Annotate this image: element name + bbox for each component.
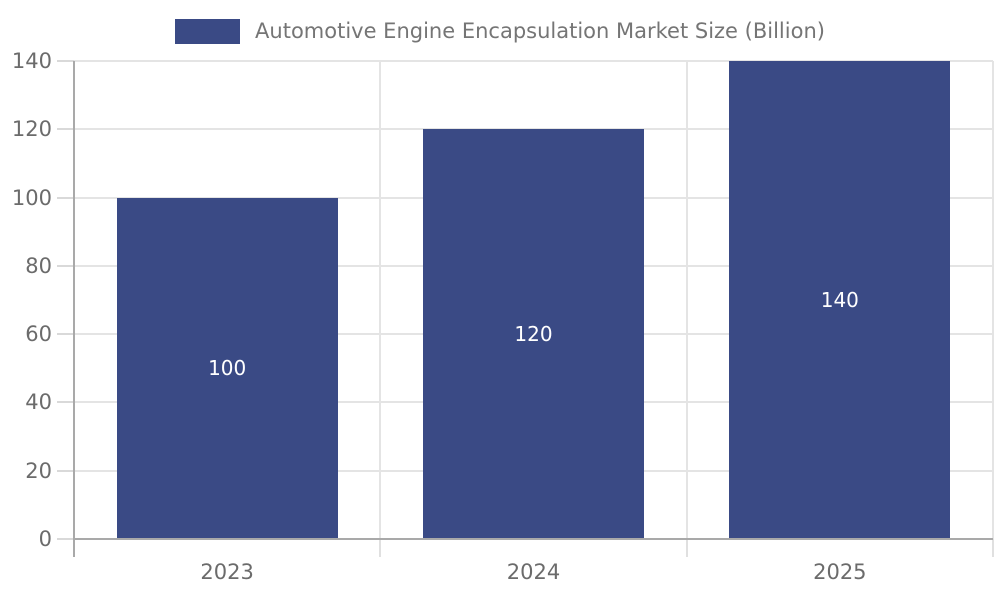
y-tick-mark (57, 128, 74, 131)
x-tick-mark (685, 539, 688, 557)
y-tick-label: 120 (11, 117, 52, 142)
y-tick-label: 100 (11, 185, 52, 210)
y-tick-label: 40 (25, 390, 52, 415)
x-gridline (992, 61, 994, 539)
y-tick-mark (57, 469, 74, 472)
chart-title: Automotive Engine Encapsulation Market S… (255, 19, 825, 43)
bar-value-label: 100 (208, 356, 247, 381)
x-axis-line (73, 538, 993, 540)
bar-2023 (116, 197, 338, 538)
x-gridline (685, 61, 688, 539)
y-tick-label: 0 (38, 527, 52, 551)
y-tick-mark (57, 196, 74, 199)
bar-2024 (423, 129, 644, 538)
y-tick-label: 20 (25, 458, 52, 483)
x-gridline (379, 61, 382, 539)
y-tick-mark (57, 538, 74, 540)
y-tick-mark (57, 401, 74, 404)
x-tick-label: 2023 (200, 560, 254, 584)
x-tick-label: 2024 (506, 560, 561, 584)
x-tick-mark (379, 539, 382, 557)
y-tick-label: 80 (25, 253, 52, 278)
y-tick-mark (57, 333, 74, 336)
y-tick-mark (57, 60, 74, 62)
x-tick-label: 2025 (813, 560, 867, 584)
y-gridline (74, 60, 993, 62)
y-tick-label: 140 (11, 49, 52, 73)
chart-legend: Automotive Engine Encapsulation Market S… (0, 14, 1000, 48)
y-tick-label: 60 (25, 322, 52, 347)
bar-value-label: 120 (514, 322, 553, 347)
bar-2025 (729, 61, 951, 538)
x-tick-mark (992, 539, 994, 557)
legend-color-swatch (175, 18, 241, 44)
y-tick-mark (57, 264, 74, 267)
y-axis-line (73, 61, 75, 557)
bar-value-label: 140 (820, 288, 859, 312)
